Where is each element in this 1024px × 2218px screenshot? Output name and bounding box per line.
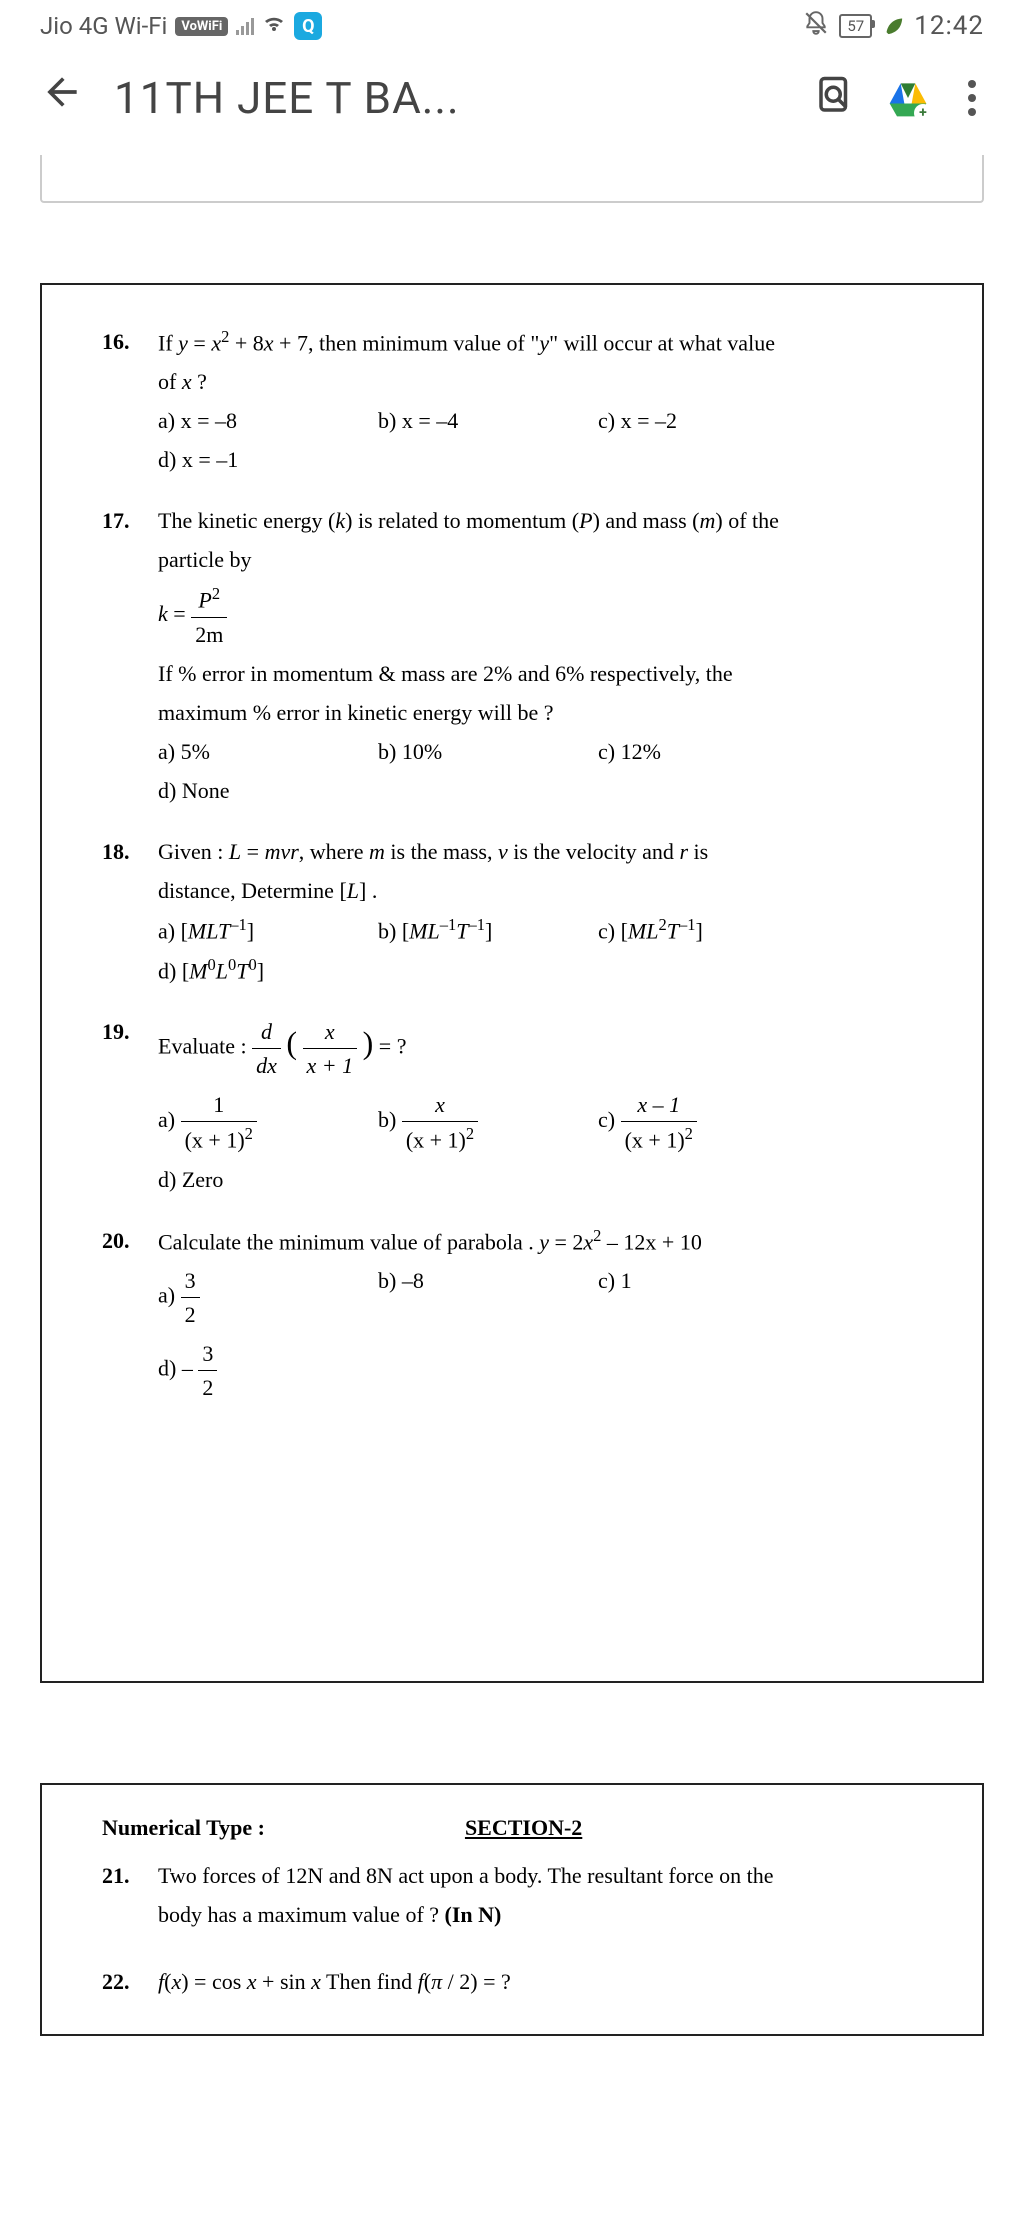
option-c: c) x – 1(x + 1)2: [598, 1088, 758, 1156]
section-header: Numerical Type : SECTION-2: [102, 1815, 922, 1841]
option-b: b) [ML–1T–1]: [378, 913, 538, 947]
question-19: 19. Evaluate : ddx ( xx + 1 ) = ? a) 1(x…: [102, 1015, 922, 1195]
document-page-2: Numerical Type : SECTION-2 21. Two force…: [40, 1783, 984, 2036]
drive-add-icon[interactable]: +: [886, 76, 930, 120]
numerical-type-label: Numerical Type :: [102, 1815, 265, 1841]
question-number: 19.: [102, 1015, 138, 1195]
question-number: 18.: [102, 835, 138, 988]
question-text: If y = x2 + 8x + 7, then minimum value o…: [158, 325, 922, 359]
option-b: b) –8: [378, 1264, 538, 1331]
leaf-icon: [882, 13, 904, 40]
question-number: 20.: [102, 1224, 138, 1404]
wifi-icon: [262, 13, 286, 39]
option-a: a) 1(x + 1)2: [158, 1088, 318, 1156]
option-c: c) x = –2: [598, 404, 758, 437]
more-options-button[interactable]: [960, 80, 984, 116]
option-b: b) x(x + 1)2: [378, 1088, 538, 1156]
option-d: d) [M0L0T0]: [158, 953, 318, 987]
question-number: 21.: [102, 1859, 138, 1937]
app-bar: 11TH JEE T BA... +: [0, 50, 1024, 155]
clock-time: 12:42: [914, 11, 984, 41]
options: a) 1(x + 1)2 b) x(x + 1)2 c) x – 1(x + 1…: [158, 1088, 922, 1195]
option-d: d) x = –1: [158, 443, 318, 476]
document-page-1: 16. If y = x2 + 8x + 7, then minimum val…: [40, 283, 984, 1683]
option-a: a) 32: [158, 1264, 318, 1331]
app-title: 11TH JEE T BA...: [114, 72, 784, 124]
option-d: d) None: [158, 774, 318, 807]
battery-icon: 57: [839, 14, 872, 38]
bell-off-icon: [803, 10, 829, 42]
back-button[interactable]: [40, 70, 84, 125]
question-number: 16.: [102, 325, 138, 476]
options: a) x = –8 b) x = –4 c) x = –2 d) x = –1: [158, 404, 922, 476]
toolbar-placeholder: [40, 155, 984, 203]
option-c: c) [ML2T–1]: [598, 913, 758, 947]
question-17: 17. The kinetic energy (k) is related to…: [102, 504, 922, 806]
option-d: d) – 32: [158, 1337, 318, 1404]
option-b: b) 10%: [378, 735, 538, 768]
options: a) [MLT–1] b) [ML–1T–1] c) [ML2T–1] d) […: [158, 913, 922, 988]
option-d: d) Zero: [158, 1163, 318, 1196]
question-20: 20. Calculate the minimum value of parab…: [102, 1224, 922, 1404]
option-a: a) 5%: [158, 735, 318, 768]
plus-badge-icon: +: [914, 104, 932, 122]
status-bar: Jio 4G Wi-Fi VoWiFi Q 57 12:42: [0, 0, 1024, 50]
question-21: 21. Two forces of 12N and 8N act upon a …: [102, 1859, 922, 1937]
question-16: 16. If y = x2 + 8x + 7, then minimum val…: [102, 325, 922, 476]
option-c: c) 12%: [598, 735, 758, 768]
document-search-icon[interactable]: [814, 75, 856, 121]
question-number: 17.: [102, 504, 138, 806]
options: a) 32 b) –8 c) 1 d) – 32: [158, 1264, 922, 1404]
q-app-icon: Q: [294, 12, 322, 40]
status-left: Jio 4G Wi-Fi VoWiFi Q: [40, 12, 322, 40]
carrier-label: Jio 4G Wi-Fi: [40, 12, 167, 40]
question-number: 22.: [102, 1965, 138, 2004]
section-heading: SECTION-2: [465, 1815, 582, 1841]
question-22: 22. f(x) = cos x + sin x Then find f(π /…: [102, 1965, 922, 2004]
option-c: c) 1: [598, 1264, 758, 1331]
vowifi-badge: VoWiFi: [175, 17, 228, 36]
status-right: 57 12:42: [803, 10, 984, 42]
formula: k = P22m: [158, 582, 922, 650]
options: a) 5% b) 10% c) 12% d) None: [158, 735, 922, 807]
option-b: b) x = –4: [378, 404, 538, 437]
option-a: a) x = –8: [158, 404, 318, 437]
option-a: a) [MLT–1]: [158, 913, 318, 947]
question-18: 18. Given : L = mvr, where m is the mass…: [102, 835, 922, 988]
signal-icon: [236, 17, 254, 35]
battery-level: 57: [847, 17, 864, 35]
